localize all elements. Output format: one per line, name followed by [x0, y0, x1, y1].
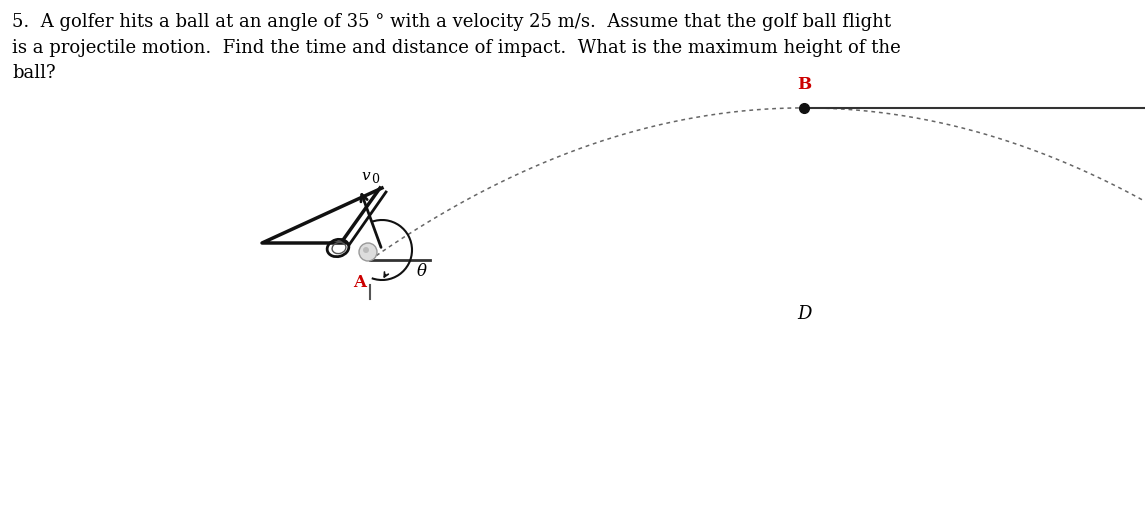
Text: 5.  A golfer hits a ball at an angle of 35 ° with a velocity 25 m/s.  Assume tha: 5. A golfer hits a ball at an angle of 3… [11, 13, 901, 82]
Text: A: A [353, 274, 366, 291]
Circle shape [360, 243, 377, 261]
Text: D: D [797, 305, 812, 323]
Text: v: v [362, 169, 370, 183]
Text: 0: 0 [371, 173, 379, 186]
Circle shape [363, 247, 369, 253]
Text: θ: θ [417, 264, 427, 280]
Text: B: B [797, 76, 812, 93]
